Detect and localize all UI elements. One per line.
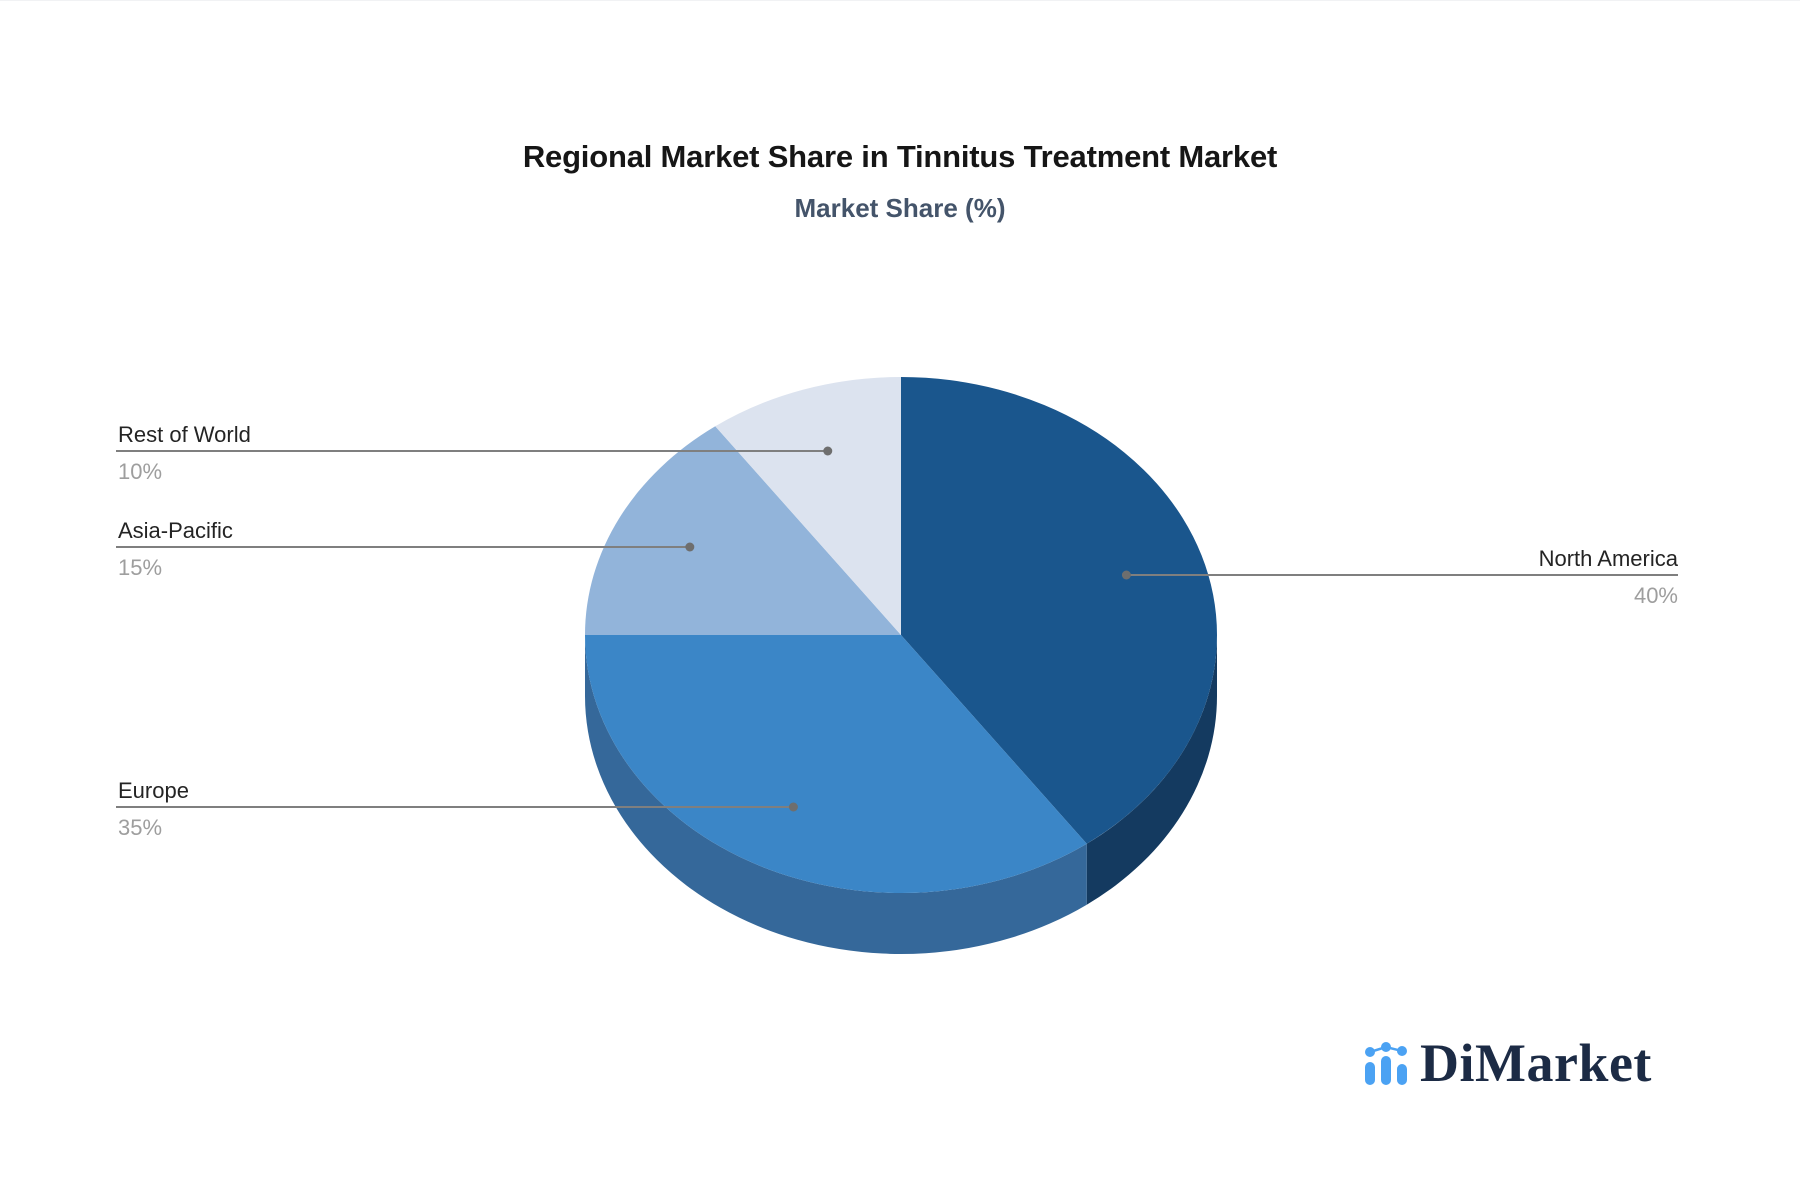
pie-labels: North America 40% Europe 35% Asia-Pacific 15%… [116, 422, 1679, 840]
slice-value-europe: 35% [118, 815, 162, 840]
brand-logo: DiMarket [1362, 1033, 1652, 1093]
leader-bullet-rest-of-world [823, 446, 833, 456]
leader-bullet-north-america [1121, 570, 1131, 580]
slice-value-asia-pacific: 15% [118, 555, 162, 580]
brand-name: DiMarket [1420, 1033, 1652, 1093]
slice-value-north-america: 40% [1634, 583, 1678, 608]
pie-slice-europe[interactable] [585, 635, 1087, 893]
slice-label-rest-of-world: Rest of World [118, 422, 251, 447]
slice-value-rest-of-world: 10% [118, 459, 162, 484]
pie-slice-side-europe [585, 635, 1087, 954]
pie-slice-asia-pacific[interactable] [585, 426, 901, 635]
pie-top-slices [585, 377, 1217, 893]
chart-subtitle: Market Share (%) [794, 193, 1006, 223]
pie-depth-sides [585, 635, 1217, 954]
pie-slice-side-north-america [1086, 635, 1217, 905]
pie-slice-north-america[interactable] [901, 377, 1217, 844]
chart-title: Regional Market Share in Tinnitus Treatm… [522, 139, 1278, 174]
leader-bullet-europe [788, 802, 798, 812]
slice-label-north-america: North America [1539, 546, 1679, 571]
pie-slice-rest-of-world[interactable] [715, 377, 901, 635]
bar-line-chart-icon [1365, 1042, 1407, 1085]
slice-label-europe: Europe [118, 778, 189, 803]
slice-label-asia-pacific: Asia-Pacific [118, 518, 233, 543]
leader-bullet-asia-pacific [685, 542, 695, 552]
